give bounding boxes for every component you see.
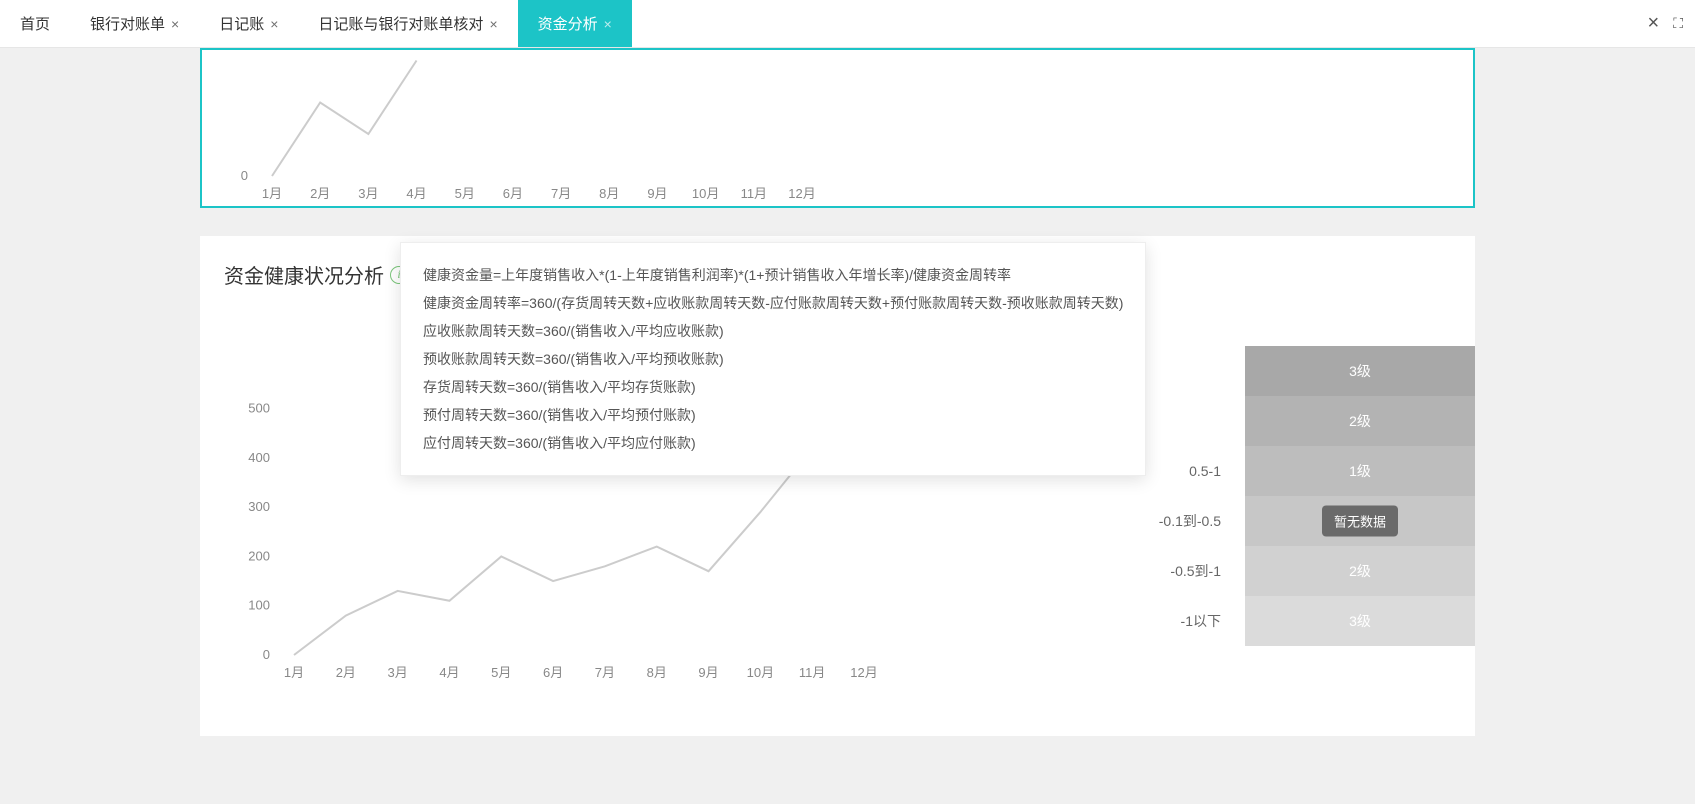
y-tick-label: 0 xyxy=(263,647,270,662)
level-cell: 1级 xyxy=(1245,446,1475,496)
level-row: 0.5-11级 xyxy=(1095,446,1475,496)
page-content: 0 1月 2月 3月 4月 5月 6月 7月 8月 9月 10月 11月 12月 资金健康状况分析 i … xyxy=(0,48,1695,804)
tooltip-line: 应收账款周转天数=360/(销售收入/平均应收账款) xyxy=(423,317,1123,345)
tab-close-icon[interactable]: × xyxy=(171,16,179,32)
x-tick-label: 10月 xyxy=(692,186,719,201)
tab-close-icon[interactable]: × xyxy=(270,16,278,32)
tab-close-icon[interactable]: × xyxy=(604,16,612,32)
x-tick-label: 10月 xyxy=(747,665,774,680)
x-tick-label: 6月 xyxy=(543,665,563,680)
level-cell: 1级暂无数据 xyxy=(1245,496,1475,546)
tab-label: 首页 xyxy=(20,13,50,34)
no-data-badge: 暂无数据 xyxy=(1322,506,1398,537)
tooltip-line: 预付周转天数=360/(销售收入/平均预付账款) xyxy=(423,401,1123,429)
x-tick-label: 3月 xyxy=(358,186,378,201)
tabbar-right: × ⛶ xyxy=(1648,0,1695,47)
tab-1[interactable]: 银行对账单 × xyxy=(70,0,199,47)
x-tick-label: 11月 xyxy=(799,665,826,680)
level-cell: 3级 xyxy=(1245,346,1475,396)
tab-label: 日记账与银行对账单核对 xyxy=(318,13,483,34)
card-top-chart: 0 1月 2月 3月 4月 5月 6月 7月 8月 9月 10月 11月 12月 xyxy=(200,48,1475,208)
card-health-analysis: 资金健康状况分析 i 健康资金量=上年度销售收入*(1-上年度销售利润率)*(1… xyxy=(200,236,1475,736)
y-tick-label: 0 xyxy=(241,168,248,183)
y-tick-label: 500 xyxy=(248,401,270,416)
level-range-label: -0.5到-1 xyxy=(1095,546,1245,596)
level-row: 2级 xyxy=(1095,396,1475,446)
tab-0[interactable]: 首页 xyxy=(0,0,70,47)
tab-label: 银行对账单 xyxy=(90,13,165,34)
level-range-label: -1以下 xyxy=(1095,596,1245,646)
level-table: 3级2级0.5-11级-0.1到-0.51级暂无数据-0.5到-12级-1以下3… xyxy=(1095,346,1475,646)
x-tick-label: 7月 xyxy=(595,665,615,680)
x-tick-label: 1月 xyxy=(284,665,304,680)
x-tick-label: 8月 xyxy=(599,186,619,201)
x-tick-label: 5月 xyxy=(455,186,475,201)
level-row: -0.1到-0.51级暂无数据 xyxy=(1095,496,1475,546)
close-icon[interactable]: × xyxy=(1648,12,1660,35)
tab-2[interactable]: 日记账 × xyxy=(199,0,298,47)
tab-label: 日记账 xyxy=(219,13,264,34)
level-cell: 3级 xyxy=(1245,596,1475,646)
x-tick-label: 3月 xyxy=(388,665,408,680)
level-range-label: -0.1到-0.5 xyxy=(1095,496,1245,546)
tooltip-line: 存货周转天数=360/(销售收入/平均存货账款) xyxy=(423,373,1123,401)
x-tick-label: 12月 xyxy=(788,186,815,201)
x-tick-label: 12月 xyxy=(850,665,877,680)
x-tick-label: 2月 xyxy=(310,186,330,201)
level-row: -1以下3级 xyxy=(1095,596,1475,646)
y-tick-label: 100 xyxy=(248,598,270,613)
level-row: -0.5到-12级 xyxy=(1095,546,1475,596)
maximize-icon[interactable]: ⛶ xyxy=(1673,15,1683,32)
tooltip-line: 健康资金周转率=360/(存货周转天数+应收账款周转天数-应付账款周转天数+预付… xyxy=(423,289,1123,317)
tab-close-icon[interactable]: × xyxy=(489,16,497,32)
x-tick-label: 2月 xyxy=(336,665,356,680)
tab-4[interactable]: 资金分析 × xyxy=(518,0,632,47)
level-row: 3级 xyxy=(1095,346,1475,396)
x-tick-label: 8月 xyxy=(647,665,667,680)
x-tick-label: 6月 xyxy=(503,186,523,201)
formula-tooltip: 健康资金量=上年度销售收入*(1-上年度销售利润率)*(1+预计销售收入年增长率… xyxy=(400,242,1146,476)
x-tick-label: 9月 xyxy=(698,665,718,680)
y-tick-label: 200 xyxy=(248,548,270,563)
x-tick-label: 5月 xyxy=(491,665,511,680)
series-line xyxy=(272,61,417,177)
level-cell: 2级 xyxy=(1245,396,1475,446)
y-tick-label: 400 xyxy=(248,450,270,465)
tooltip-line: 健康资金量=上年度销售收入*(1-上年度销售利润率)*(1+预计销售收入年增长率… xyxy=(423,261,1123,289)
top-line-chart: 0 1月 2月 3月 4月 5月 6月 7月 8月 9月 10月 11月 12月 xyxy=(202,50,822,208)
x-tick-label: 11月 xyxy=(741,186,768,201)
x-tick-label: 9月 xyxy=(647,186,667,201)
x-tick-label: 1月 xyxy=(262,186,282,201)
level-cell: 2级 xyxy=(1245,546,1475,596)
x-tick-label: 7月 xyxy=(551,186,571,201)
tooltip-line: 预收账款周转天数=360/(销售收入/平均预收账款) xyxy=(423,345,1123,373)
tab-label: 资金分析 xyxy=(538,13,598,34)
tab-3[interactable]: 日记账与银行对账单核对 × xyxy=(298,0,517,47)
x-tick-label: 4月 xyxy=(406,186,426,201)
tooltip-line: 应付周转天数=360/(销售收入/平均应付账款) xyxy=(423,429,1123,457)
y-tick-label: 300 xyxy=(248,499,270,514)
tab-bar: 首页 银行对账单 × 日记账 × 日记账与银行对账单核对 × 资金分析 × × ⛶ xyxy=(0,0,1695,48)
x-tick-label: 4月 xyxy=(439,665,459,680)
section-title-text: 资金健康状况分析 xyxy=(224,260,384,289)
